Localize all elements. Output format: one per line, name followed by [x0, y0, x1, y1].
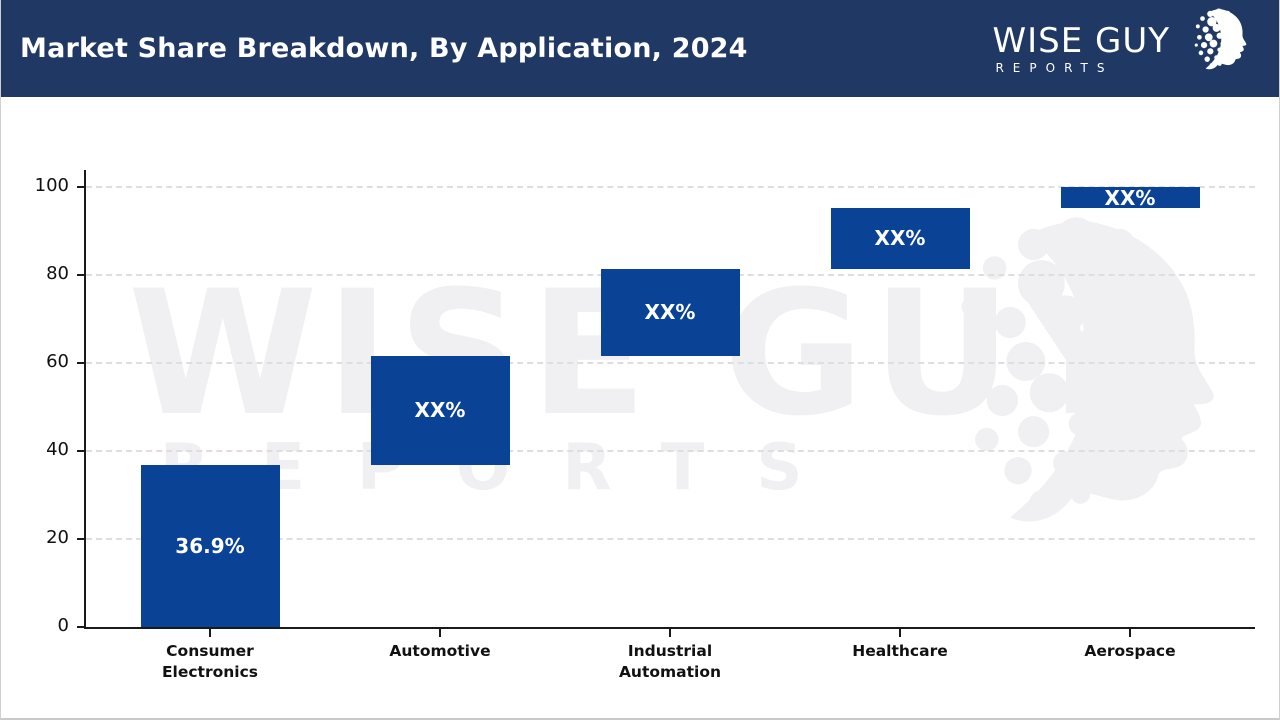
- x-axis-tick: [1129, 629, 1131, 637]
- y-axis-tick-label: 100: [34, 175, 69, 196]
- x-axis-line: [84, 627, 1255, 629]
- gridline: [86, 362, 1255, 364]
- bar-consumer-electronics: 36.9%: [140, 464, 280, 627]
- y-axis-tick: [77, 186, 85, 188]
- y-axis-line: [84, 170, 86, 629]
- x-axis-tick: [669, 629, 671, 637]
- bar-value-label: XX%: [644, 300, 696, 325]
- watermark-head-icon: [955, 217, 1214, 522]
- page-title: Market Share Breakdown, By Application, …: [20, 33, 748, 64]
- x-axis-tick: [209, 629, 211, 637]
- x-axis-tick: [899, 629, 901, 637]
- bar-automotive: XX%: [370, 355, 510, 465]
- gridline: [86, 186, 1255, 188]
- y-axis-tick: [77, 626, 85, 628]
- x-axis-category-label: Aerospace: [1084, 642, 1176, 660]
- logo-wordmark: WISE GUY: [992, 20, 1170, 61]
- y-axis-tick-label: 80: [46, 263, 69, 284]
- wise-guy-logo: WISE GUY REPORTS: [992, 6, 1254, 92]
- logo-text: WISE GUY REPORTS: [992, 24, 1170, 74]
- x-axis-tick: [439, 629, 441, 637]
- y-axis-tick-label: 40: [46, 439, 69, 460]
- bar-value-label: XX%: [874, 226, 926, 251]
- x-axis-category-label: Healthcare: [852, 642, 948, 660]
- waterfall-chart: 0 20 40 60 80 100 36.9% Consumer Electronics XX%…: [0, 97, 1280, 720]
- x-axis-category-label: Industrial Automation: [618, 642, 722, 682]
- y-axis-tick-label: 60: [46, 351, 69, 372]
- x-axis-category-label: Automotive: [389, 642, 491, 660]
- y-axis-tick-label: 20: [46, 527, 69, 548]
- bar-aerospace: XX%: [1060, 185, 1200, 210]
- gridline: [86, 450, 1255, 452]
- gridline: [86, 538, 1255, 540]
- bar-value-label: 36.9%: [175, 533, 245, 558]
- y-axis-tick-label: 0: [57, 615, 69, 636]
- header-bar: Market Share Breakdown, By Application, …: [0, 0, 1280, 97]
- y-axis-tick: [77, 450, 85, 452]
- y-axis-tick: [77, 274, 85, 276]
- y-axis-tick: [77, 362, 85, 364]
- x-axis-category-label: Consumer Electronics: [161, 642, 259, 682]
- logo-subtitle: REPORTS: [995, 60, 1114, 75]
- bar-industrial-automation: XX%: [600, 268, 740, 356]
- bar-value-label: XX%: [414, 398, 466, 423]
- y-axis-tick: [77, 538, 85, 540]
- head-profile-icon: [1194, 7, 1247, 69]
- bar-value-label: XX%: [1104, 185, 1156, 210]
- bar-healthcare: XX%: [830, 208, 970, 269]
